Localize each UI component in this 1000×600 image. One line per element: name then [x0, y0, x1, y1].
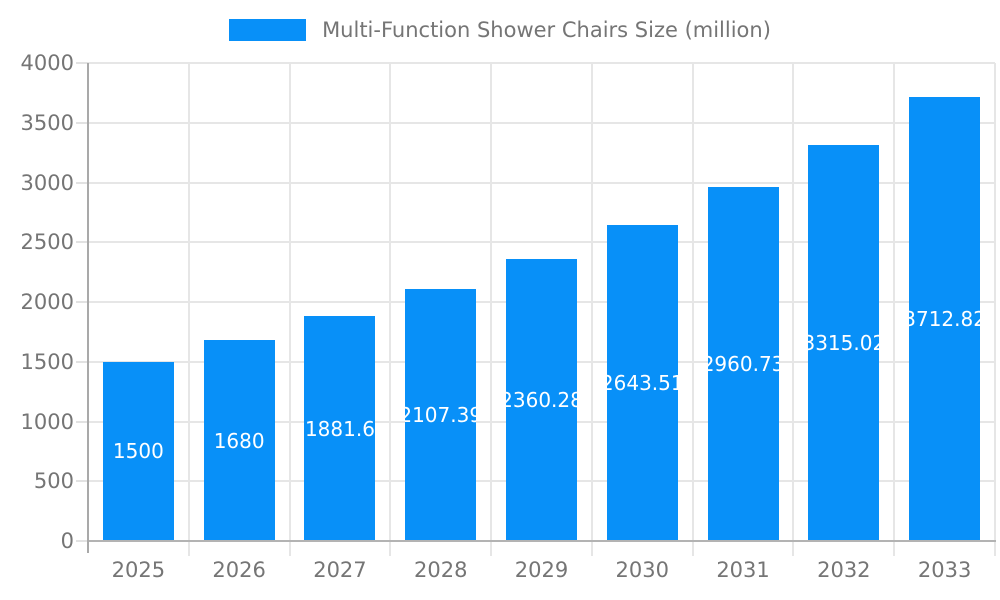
y-axis-tick [76, 301, 88, 303]
gridline-vertical [994, 63, 996, 556]
gridline-vertical [691, 63, 694, 556]
bar-2031[interactable]: 2960.73 [707, 187, 779, 541]
y-axis-tick-label: 1000 [20, 409, 74, 434]
bar-2029[interactable]: 2360.28 [506, 258, 577, 541]
bar-2027[interactable]: 1881.6 [304, 316, 376, 541]
y-axis-tick [76, 540, 88, 542]
bar-value-label: 2360.28 [506, 387, 577, 412]
gridline-vertical [389, 63, 392, 556]
bar-value-label: 2107.39 [405, 403, 477, 428]
y-axis-tick-label: 1500 [20, 349, 74, 374]
y-axis-line [87, 63, 89, 553]
bar-2026[interactable]: 1680 [203, 340, 275, 541]
x-axis-tick-label: 2027 [313, 558, 367, 582]
y-axis-tick-label: 500 [33, 469, 74, 494]
x-axis-tick-label: 2026 [212, 558, 266, 582]
gridline-vertical [187, 63, 190, 556]
bar-value-label: 1881.6 [304, 416, 375, 441]
bar-value-label: 2643.51 [606, 371, 678, 396]
gridline-vertical [490, 63, 493, 556]
y-axis-tick [76, 360, 88, 363]
bar-value-label: 3712.82 [909, 307, 981, 332]
bar-2032[interactable]: 3315.02 [808, 144, 880, 541]
x-axis-line [87, 540, 996, 542]
y-axis-tick [76, 181, 88, 184]
y-axis-tick [76, 480, 88, 483]
bar-value-label: 3315.02 [808, 330, 880, 355]
bar-2033[interactable]: 3712.82 [909, 97, 981, 541]
bar-2030[interactable]: 2643.51 [606, 225, 678, 541]
gridline-vertical [893, 63, 896, 556]
x-axis-tick-label: 2028 [413, 558, 468, 582]
bar-value-label: 1680 [213, 428, 265, 453]
y-axis-tick [76, 62, 88, 64]
x-axis-tick-label: 2031 [716, 558, 770, 582]
y-axis-tick [76, 241, 88, 244]
bar-value-label: 1500 [112, 439, 164, 464]
y-axis-tick-label: 0 [60, 529, 74, 553]
gridline-vertical [288, 63, 291, 556]
x-axis-tick-label: 2030 [615, 558, 669, 582]
bar-2028[interactable]: 2107.39 [405, 289, 477, 541]
gridline-horizontal [88, 121, 995, 124]
gridline-vertical [590, 63, 593, 556]
legend-item[interactable]: Multi-Function Shower Chairs Size (milli… [0, 18, 1000, 42]
x-axis-tick-label: 2025 [111, 558, 166, 582]
y-axis-tick [76, 420, 88, 423]
y-axis-tick-label: 3500 [20, 110, 74, 135]
y-axis-tick-label: 3000 [20, 170, 74, 195]
gridline-vertical [792, 63, 795, 556]
gridline-horizontal [88, 241, 995, 244]
y-axis-tick-label: 4000 [20, 51, 74, 75]
legend-swatch [229, 19, 307, 41]
bar-value-label: 2960.73 [707, 352, 779, 377]
x-axis-tick-label: 2029 [514, 558, 569, 582]
legend-label: Multi-Function Shower Chairs Size (milli… [322, 18, 771, 42]
x-axis-tick-label: 2033 [917, 558, 972, 582]
bar-2025[interactable]: 1500 [102, 361, 174, 541]
gridline-horizontal [88, 62, 995, 64]
y-axis-tick-label: 2500 [20, 230, 74, 255]
y-axis-tick-label: 2000 [20, 290, 74, 314]
y-axis-tick [76, 121, 88, 124]
x-axis-tick-label: 2032 [817, 558, 871, 582]
gridline-horizontal [88, 181, 995, 184]
